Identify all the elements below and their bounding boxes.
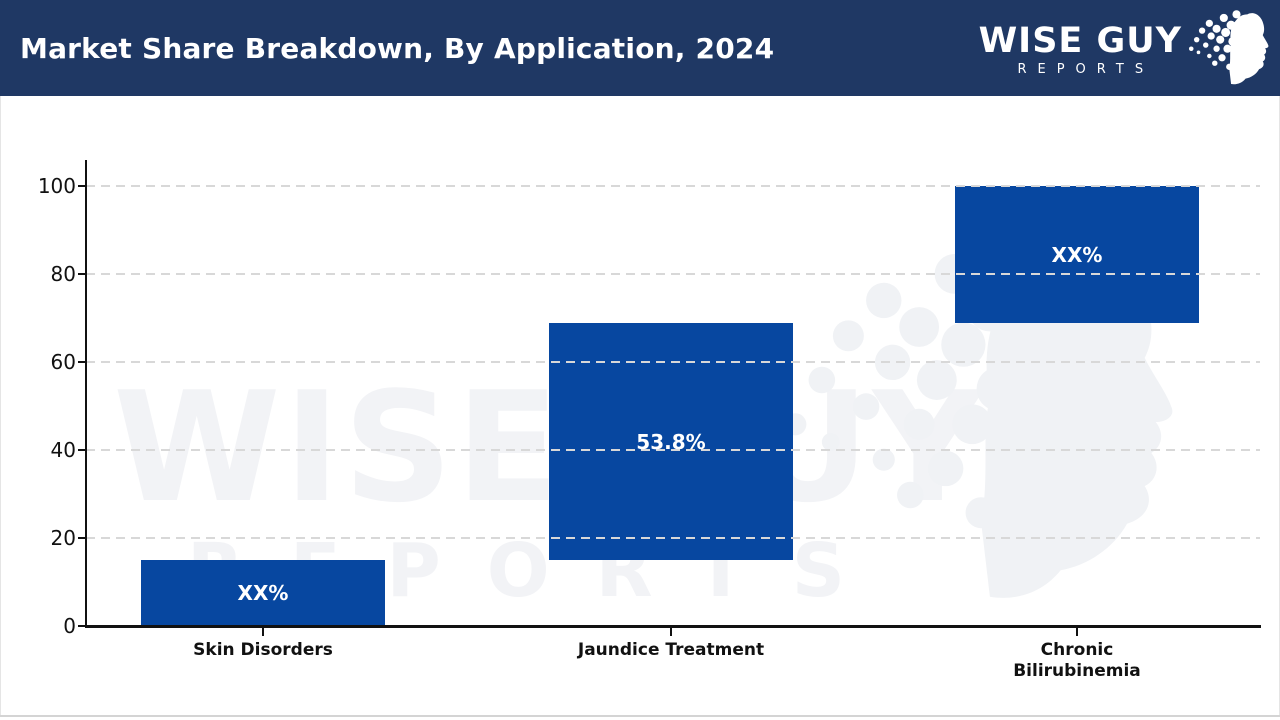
y-axis-tick-label-60: 60 <box>50 350 76 374</box>
category-label-jaundice-treatment: Jaundice Treatment <box>577 640 765 660</box>
chart-title: Market Share Breakdown, By Application, … <box>20 31 775 65</box>
y-axis-line <box>85 160 87 628</box>
y-axis-tick-60 <box>78 361 86 363</box>
y-axis-tick-80 <box>78 273 86 275</box>
y-axis-tick-label-20: 20 <box>50 526 76 550</box>
y-axis-tick-label-40: 40 <box>50 438 76 462</box>
x-axis-tick-chronic-bilirubinemia <box>1076 628 1078 636</box>
y-axis-tick-20 <box>78 537 86 539</box>
watermark-text-line1: WISE GUY <box>113 359 986 536</box>
y-axis-tick-0 <box>78 625 86 627</box>
y-axis-tick-100 <box>78 185 86 187</box>
y-axis-tick-label-0: 0 <box>63 614 76 638</box>
brand-subtitle: REPORTS <box>1017 62 1155 77</box>
y-axis-tick-label-100: 100 <box>37 174 76 198</box>
bar-value-label-skin-disorders: XX% <box>237 581 289 605</box>
brand-logo: WISE GUY REPORTS <box>979 0 1270 96</box>
brand-logo-text: WISE GUY REPORTS <box>978 21 1182 77</box>
gridline-60 <box>86 361 1260 363</box>
bar-skin-disorders <box>141 560 385 626</box>
gridline-80 <box>86 273 1260 275</box>
wise-guy-face-icon <box>1188 10 1269 85</box>
bar-value-label-chronic-bilirubinemia: XX% <box>1051 242 1103 267</box>
x-axis-tick-skin-disorders <box>262 628 264 636</box>
bar-value-label-jaundice-treatment: 53.8% <box>636 429 706 454</box>
gridline-100 <box>86 185 1260 187</box>
brand-name: WISE GUY <box>978 21 1182 61</box>
y-axis-tick-40 <box>78 449 86 451</box>
header: Market Share Breakdown, By Application, … <box>0 0 1280 96</box>
gridline-20 <box>86 537 1260 539</box>
x-axis-tick-jaundice-treatment <box>670 628 672 636</box>
category-label-skin-disorders: Skin Disorders <box>193 640 333 660</box>
category-label-chronic-bilirubinemia: Chronic Bilirubinemia <box>1013 640 1141 682</box>
watermark-face-icon <box>784 236 1173 598</box>
bottom-divider <box>0 715 1280 717</box>
y-axis-tick-label-80: 80 <box>50 262 76 286</box>
x-axis-line <box>85 625 1261 628</box>
gridline-40 <box>86 449 1260 451</box>
bar-chronic-bilirubinemia <box>955 186 1199 324</box>
